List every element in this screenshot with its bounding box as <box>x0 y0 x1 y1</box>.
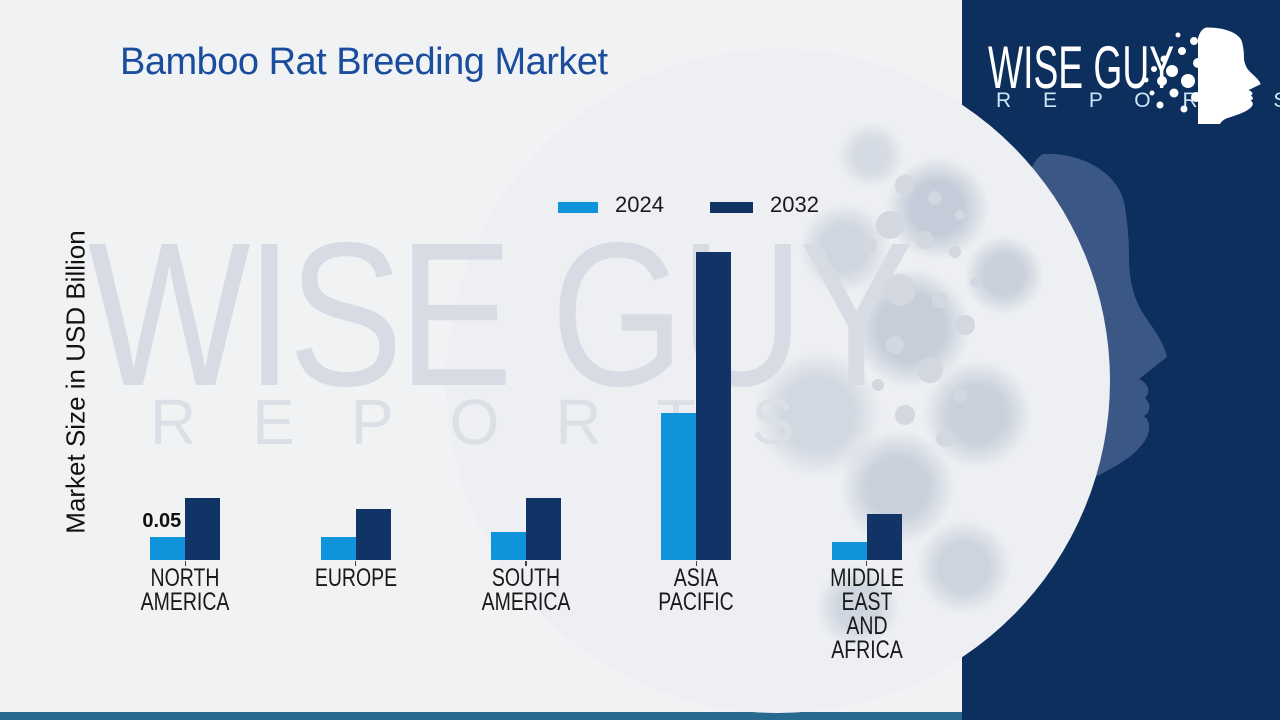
category-label-line: SOUTH <box>491 564 561 592</box>
bar-2024-south-america <box>490 532 526 560</box>
logo-face-icon <box>1198 27 1261 124</box>
legend-swatch-2024 <box>558 202 598 213</box>
axis-tick-south-america <box>525 561 527 566</box>
category-label-line: MIDDLE <box>829 564 904 592</box>
axis-tick-middle-east-and-africa <box>865 561 868 566</box>
background-circle <box>446 49 1110 713</box>
footer-strip <box>0 712 1280 720</box>
axis-tick-europe <box>354 561 357 566</box>
bar-2024-europe <box>320 537 356 560</box>
legend-label-2032: 2032 <box>770 192 819 217</box>
axis-tick-asia-pacific <box>695 561 697 566</box>
bar-2024-asia-pacific <box>661 413 697 560</box>
bar-2024-north-america <box>150 537 186 560</box>
legend-label-2024: 2024 <box>615 192 664 217</box>
category-label-line: AND <box>845 612 888 640</box>
category-label-line: NORTH <box>150 564 220 592</box>
category-label-europe: EUROPE <box>285 564 425 592</box>
category-label-line: EUROPE <box>314 564 397 592</box>
category-label-asia-pacific: ASIA PACIFIC <box>626 564 766 616</box>
bar-2032-europe <box>355 509 391 560</box>
page-title: Bamboo Rat Breeding Market <box>120 41 608 83</box>
bar-2032-middle-east-and-africa <box>866 514 902 560</box>
bar-2032-asia-pacific <box>696 252 732 560</box>
data-label-2024-north-america: 0.05 <box>142 510 182 532</box>
logo-wiseguy-text: WISE GUY <box>988 34 1175 101</box>
category-label-middle-east-and-africa: MIDDLE EAST AND AFRICA <box>796 564 936 664</box>
category-label-line: ASIA <box>673 564 719 592</box>
bar-2032-north-america <box>185 498 221 560</box>
category-label-south-america: SOUTH AMERICA <box>456 564 596 616</box>
watermark-dots-cluster <box>872 175 980 447</box>
category-label-north-america: NORTH AMERICA <box>115 564 255 616</box>
axis-tick-north-america <box>184 561 187 566</box>
bar-2032-south-america <box>525 498 561 560</box>
legend-swatch-2032 <box>710 202 753 213</box>
watermark-dot <box>862 238 877 253</box>
category-label-line: AMERICA <box>481 588 571 616</box>
category-label-line: EAST <box>841 588 892 616</box>
category-label-line: PACIFIC <box>658 588 734 616</box>
watermark-wiseguy-text: WISE GUY <box>88 200 914 429</box>
y-axis-label: Market Size in USD Billion <box>60 230 91 534</box>
bar-2024-middle-east-and-africa <box>831 542 867 560</box>
category-label-line: AFRICA <box>830 636 903 664</box>
category-label-line: AMERICA <box>140 588 230 616</box>
